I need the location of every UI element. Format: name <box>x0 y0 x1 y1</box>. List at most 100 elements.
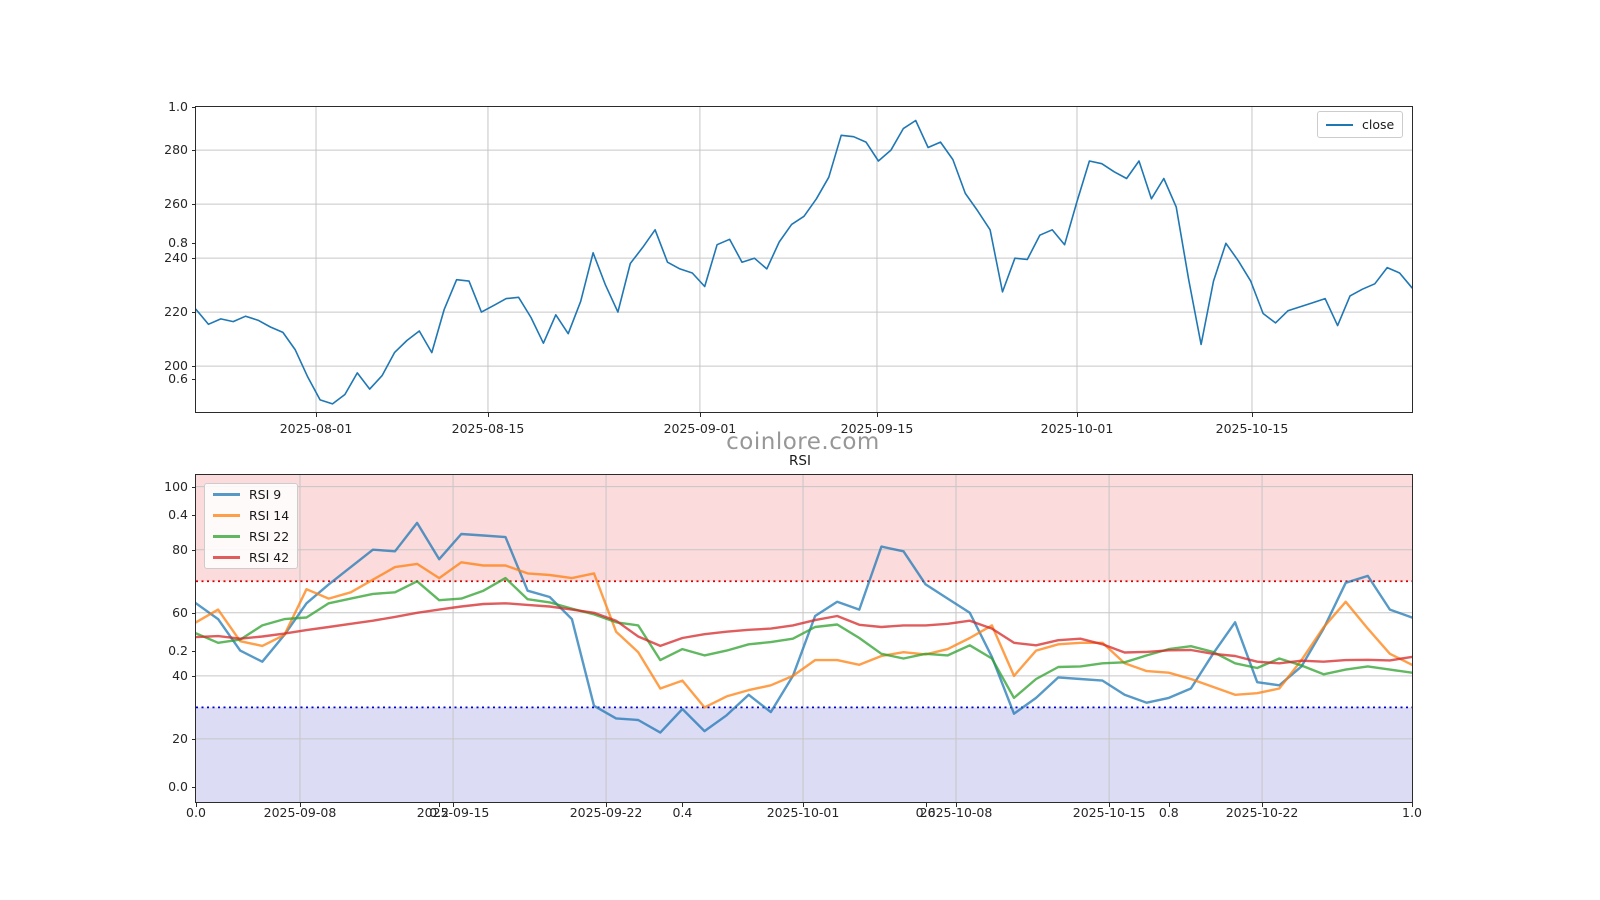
axis-tick <box>1076 413 1078 417</box>
price-xtick-label: 2025-09-01 <box>663 421 737 436</box>
legend-label: RSI 14 <box>249 508 290 523</box>
rsi-chart-canvas <box>196 475 1412 802</box>
axis-tick <box>1262 803 1264 807</box>
price-xtick-label: 2025-08-01 <box>279 421 353 436</box>
close-line <box>196 119 1412 405</box>
axis-tick <box>192 258 196 260</box>
axis-tick <box>1168 803 1170 807</box>
axis-tick <box>192 150 196 152</box>
axis-tick <box>453 803 455 807</box>
rsi-ytick-label: 80 <box>172 541 188 557</box>
axis-tick <box>876 413 878 417</box>
legend-item: RSI 42 <box>205 547 297 568</box>
axis-tick <box>803 803 805 807</box>
axis-tick <box>192 515 196 516</box>
axis-tick <box>487 413 489 417</box>
axis-tick <box>316 413 318 417</box>
overlay-xtick-label: 0.0 <box>186 805 206 820</box>
axis-tick <box>1109 803 1111 807</box>
rsi-xtick-label: 2025-09-08 <box>263 805 337 820</box>
overlay-ytick-label: 0.6 <box>168 371 188 386</box>
axis-tick <box>192 651 196 652</box>
price-chart-canvas <box>196 107 1412 412</box>
legend-item: RSI 22 <box>205 526 297 547</box>
axis-tick <box>299 803 301 807</box>
overlay-ytick-label: 0.2 <box>168 643 188 658</box>
watermark: coinlore.com <box>726 429 880 455</box>
rsi-ytick-label: 60 <box>172 604 188 620</box>
axis-tick <box>439 803 441 807</box>
rsi-xtick-label: 2025-10-22 <box>1225 805 1299 820</box>
axis-tick <box>699 413 701 417</box>
price-xtick-label: 2025-09-15 <box>840 421 914 436</box>
rsi-legend: RSI 9 RSI 14 RSI 22 RSI 42 <box>204 483 299 569</box>
axis-tick <box>192 486 196 488</box>
axis-tick <box>682 803 684 807</box>
axis-tick <box>192 549 196 551</box>
rsi-ytick-label: 100 <box>164 478 188 494</box>
close-line-swatch <box>1326 123 1353 126</box>
rsi-chart <box>195 474 1413 803</box>
rsi-xtick-label: 2025-10-15 <box>1072 805 1146 820</box>
rsi-14-swatch <box>213 514 240 517</box>
overlay-ytick-label: 0.8 <box>168 235 188 250</box>
axis-tick <box>196 803 197 807</box>
axis-tick <box>192 612 196 614</box>
overbought-band <box>196 475 1412 582</box>
axis-tick <box>192 366 196 368</box>
price-xtick-label: 2025-10-01 <box>1040 421 1114 436</box>
rsi-22-line <box>196 576 1412 700</box>
legend-label: close <box>1362 117 1395 132</box>
oversold-band <box>196 707 1412 802</box>
axis-tick <box>192 787 196 788</box>
price-chart <box>195 106 1413 413</box>
rsi-ytick-label: 40 <box>172 667 188 683</box>
overlay-xtick-label: 0.8 <box>1158 805 1179 820</box>
rsi-14-line <box>196 561 1412 709</box>
price-legend: close <box>1317 111 1404 138</box>
overlay-xtick-label: 0.2 <box>429 805 450 820</box>
price-xtick-label: 2025-10-15 <box>1215 421 1289 436</box>
axis-tick <box>956 803 957 807</box>
axis-tick <box>606 803 608 807</box>
rsi-xtick-label: 2025-09-22 <box>569 805 643 820</box>
overlay-ytick-label: 1.0 <box>168 99 188 114</box>
price-ytick-label: 280 <box>164 142 188 158</box>
legend-item: RSI 9 <box>205 484 297 505</box>
overlay-xtick-label: 0.6 <box>915 805 936 820</box>
axis-tick <box>192 738 196 740</box>
axis-tick <box>192 675 196 677</box>
rsi-22-swatch <box>213 535 240 538</box>
rsi-42-line <box>196 602 1412 665</box>
axis-tick <box>192 243 196 244</box>
rsi-chart-title: RSI <box>789 453 811 469</box>
legend-label: RSI 42 <box>249 550 290 565</box>
rsi-ytick-label: 20 <box>172 730 188 746</box>
legend-label: RSI 22 <box>249 529 290 544</box>
price-ytick-label: 260 <box>164 196 188 212</box>
legend-item: close <box>1318 112 1402 137</box>
axis-tick <box>1412 803 1413 807</box>
rsi-42-swatch <box>213 556 240 559</box>
overlay-xtick-label: 1.0 <box>1402 805 1422 820</box>
axis-tick <box>192 312 196 314</box>
price-ytick-label: 200 <box>164 358 188 374</box>
rsi-9-swatch <box>213 493 240 496</box>
rsi-xtick-label: 2025-10-01 <box>766 805 840 820</box>
overlay-xtick-label: 0.4 <box>672 805 693 820</box>
legend-item: RSI 14 <box>205 505 297 526</box>
axis-tick <box>192 379 196 380</box>
legend-label: RSI 9 <box>249 487 282 502</box>
rsi-xtick-label: 2025-10-08 <box>919 805 993 820</box>
rsi-9-line <box>196 521 1412 734</box>
axis-tick <box>192 204 196 206</box>
rsi-xtick-label: 2025-09-15 <box>416 805 490 820</box>
axis-tick <box>1251 413 1253 417</box>
price-xtick-label: 2025-08-15 <box>451 421 525 436</box>
price-ytick-label: 240 <box>164 250 188 266</box>
axis-tick <box>192 107 196 108</box>
overlay-ytick-label: 0.4 <box>168 507 188 522</box>
axis-tick <box>925 803 927 807</box>
overlay-ytick-label: 0.0 <box>168 779 188 794</box>
